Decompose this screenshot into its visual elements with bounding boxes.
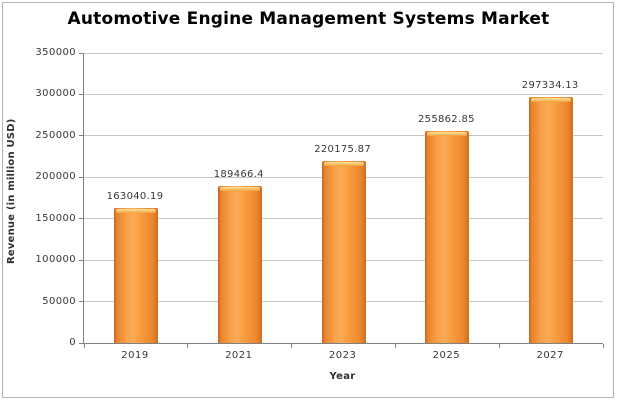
bar-value-label: 297334.13	[521, 79, 579, 91]
x-axis-tick	[83, 344, 85, 348]
x-tick-label: 2027	[536, 350, 564, 361]
y-tick-label: 50000	[42, 295, 76, 307]
y-axis-tick	[79, 52, 83, 54]
y-axis-tick	[79, 176, 83, 178]
y-axis-tick	[79, 93, 83, 95]
bar	[217, 186, 262, 343]
bar-value-label: 189466.4	[213, 169, 264, 180]
y-axis-tick	[79, 135, 83, 137]
bar	[113, 207, 158, 343]
y-tick-label: 150000	[35, 212, 76, 224]
x-axis-tick	[498, 344, 500, 348]
y-tick-label: 100000	[35, 254, 76, 266]
gridline	[84, 93, 603, 95]
bar-value-label: 220175.87	[314, 143, 371, 155]
y-tick-label: 250000	[35, 129, 76, 141]
x-axis-tick	[187, 344, 189, 348]
bar	[425, 131, 470, 343]
y-axis-tick	[79, 301, 83, 303]
y-axis-title: Revenue (in million USD)	[6, 118, 17, 264]
y-tick-label: 200000	[35, 171, 76, 183]
x-tick-label: 2021	[225, 350, 253, 361]
y-axis-tick	[79, 259, 83, 261]
plot-area	[79, 52, 604, 348]
gridline	[84, 52, 603, 54]
x-tick-label: 2023	[328, 350, 357, 361]
bar	[529, 96, 574, 343]
x-axis-tick	[291, 344, 293, 348]
bar-value-label: 255862.85	[418, 113, 475, 125]
bar-value-label: 163040.19	[106, 190, 164, 202]
chart-outer-border	[2, 2, 614, 398]
gridline	[84, 135, 603, 137]
y-axis-tick	[79, 218, 83, 220]
x-axis-tick	[602, 344, 604, 348]
y-axis-tick	[79, 342, 83, 344]
x-tick-label: 2019	[121, 350, 149, 361]
y-tick-label: 300000	[35, 88, 76, 100]
y-tick-label: 350000	[35, 47, 76, 58]
bar	[321, 160, 366, 343]
chart-title: Automotive Engine Management Systems Mar…	[67, 9, 550, 29]
y-tick-label: 0	[69, 337, 76, 348]
x-tick-label: 2025	[432, 350, 461, 361]
x-axis-title: Year	[329, 371, 356, 382]
x-axis-tick	[394, 344, 396, 348]
